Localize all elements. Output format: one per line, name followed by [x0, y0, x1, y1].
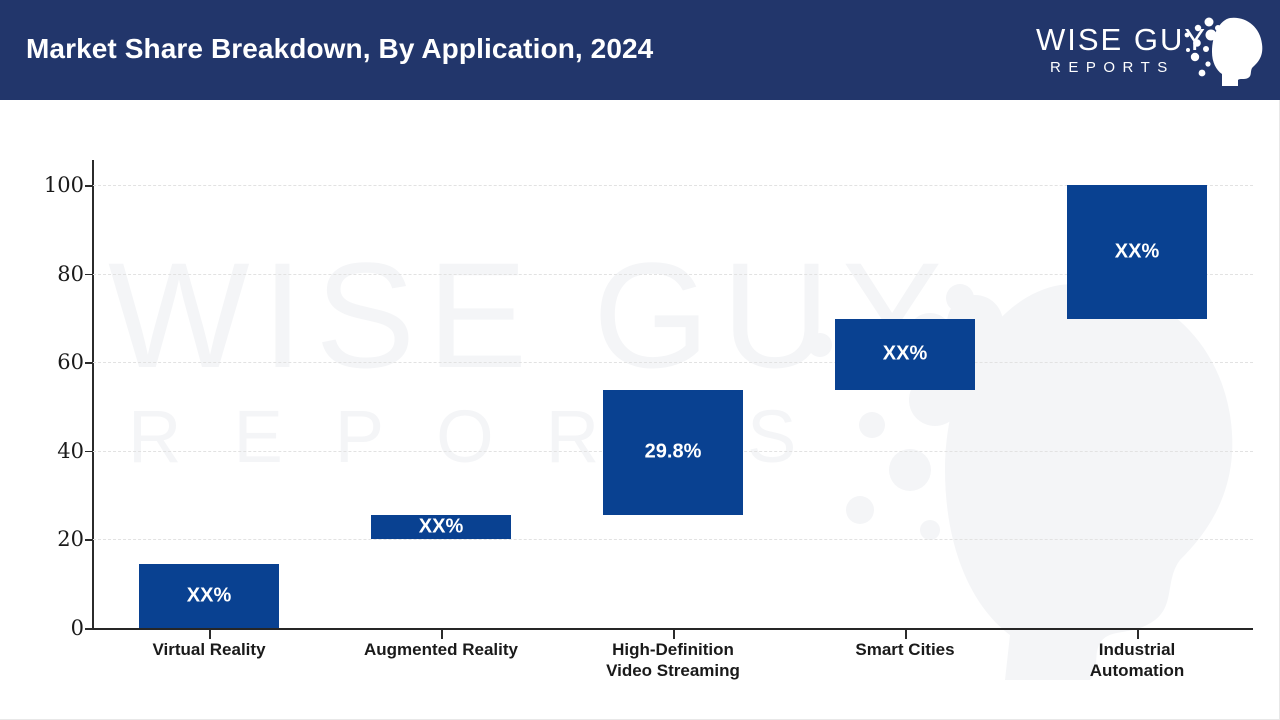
bar[interactable]: XX% — [371, 515, 511, 540]
y-axis-tick — [85, 450, 93, 453]
logo-primary-text: WISE GUY — [1036, 22, 1208, 57]
y-axis-tick — [85, 539, 93, 541]
bar-value-label: XX% — [882, 342, 928, 365]
y-axis-label: 100 — [43, 173, 84, 197]
bar[interactable]: XX% — [1067, 185, 1207, 319]
x-axis-category-label: Augmented Reality — [364, 640, 518, 659]
x-axis-tick — [441, 630, 443, 639]
gridline — [93, 362, 1253, 364]
x-axis-category-label: Industrial Automation — [1089, 640, 1185, 680]
y-axis-line — [92, 160, 95, 630]
chart-canvas: WISE GUY REPORTS — [0, 100, 1280, 720]
y-axis-tick — [85, 362, 93, 364]
watermark-line-1: WISE GUY — [108, 231, 955, 399]
gridline — [93, 539, 1253, 541]
bar-value-label: XX% — [1114, 240, 1160, 263]
x-axis-category-label: High-Definition Video Streaming — [606, 640, 740, 680]
bar[interactable]: XX% — [139, 563, 279, 628]
gridline — [93, 185, 1253, 186]
bar[interactable]: XX% — [835, 318, 975, 390]
y-axis-label: 0 — [70, 616, 84, 640]
page-header: Market Share Breakdown, By Application, … — [0, 0, 1280, 100]
bar-value-label: XX% — [418, 515, 464, 538]
x-axis-category-label: Virtual Reality — [152, 640, 266, 659]
x-axis-tick — [673, 630, 675, 639]
page-title: Market Share Breakdown, By Application, … — [26, 33, 654, 64]
x-axis-line — [92, 628, 1253, 631]
x-axis-tick — [1137, 630, 1139, 639]
head-profile-dots-icon — [1184, 17, 1263, 86]
bar[interactable]: 29.8% — [603, 389, 743, 516]
logo-secondary-text: REPORTS — [1050, 59, 1175, 76]
y-axis-label: 40 — [57, 438, 84, 463]
plot-area: 0 20 40 60 80 100 XX% XX% 29.8% XX% XX% Virtual R… — [0, 100, 1280, 720]
y-axis-label: 80 — [57, 261, 84, 286]
bar-value-label: XX% — [186, 584, 232, 607]
y-axis-tick — [85, 628, 93, 630]
x-axis-tick — [209, 630, 211, 639]
bar-value-label: 29.8% — [644, 440, 702, 463]
gridline — [93, 273, 1253, 275]
y-axis-tick — [85, 273, 93, 276]
x-axis-tick — [905, 630, 907, 639]
y-axis-label: 20 — [57, 527, 84, 552]
x-axis-category-label: Smart Cities — [855, 640, 955, 659]
y-axis-label: 60 — [57, 350, 84, 375]
y-axis-tick — [85, 185, 93, 187]
brand-logo: WISE GUY REPORTS — [1022, 8, 1272, 92]
